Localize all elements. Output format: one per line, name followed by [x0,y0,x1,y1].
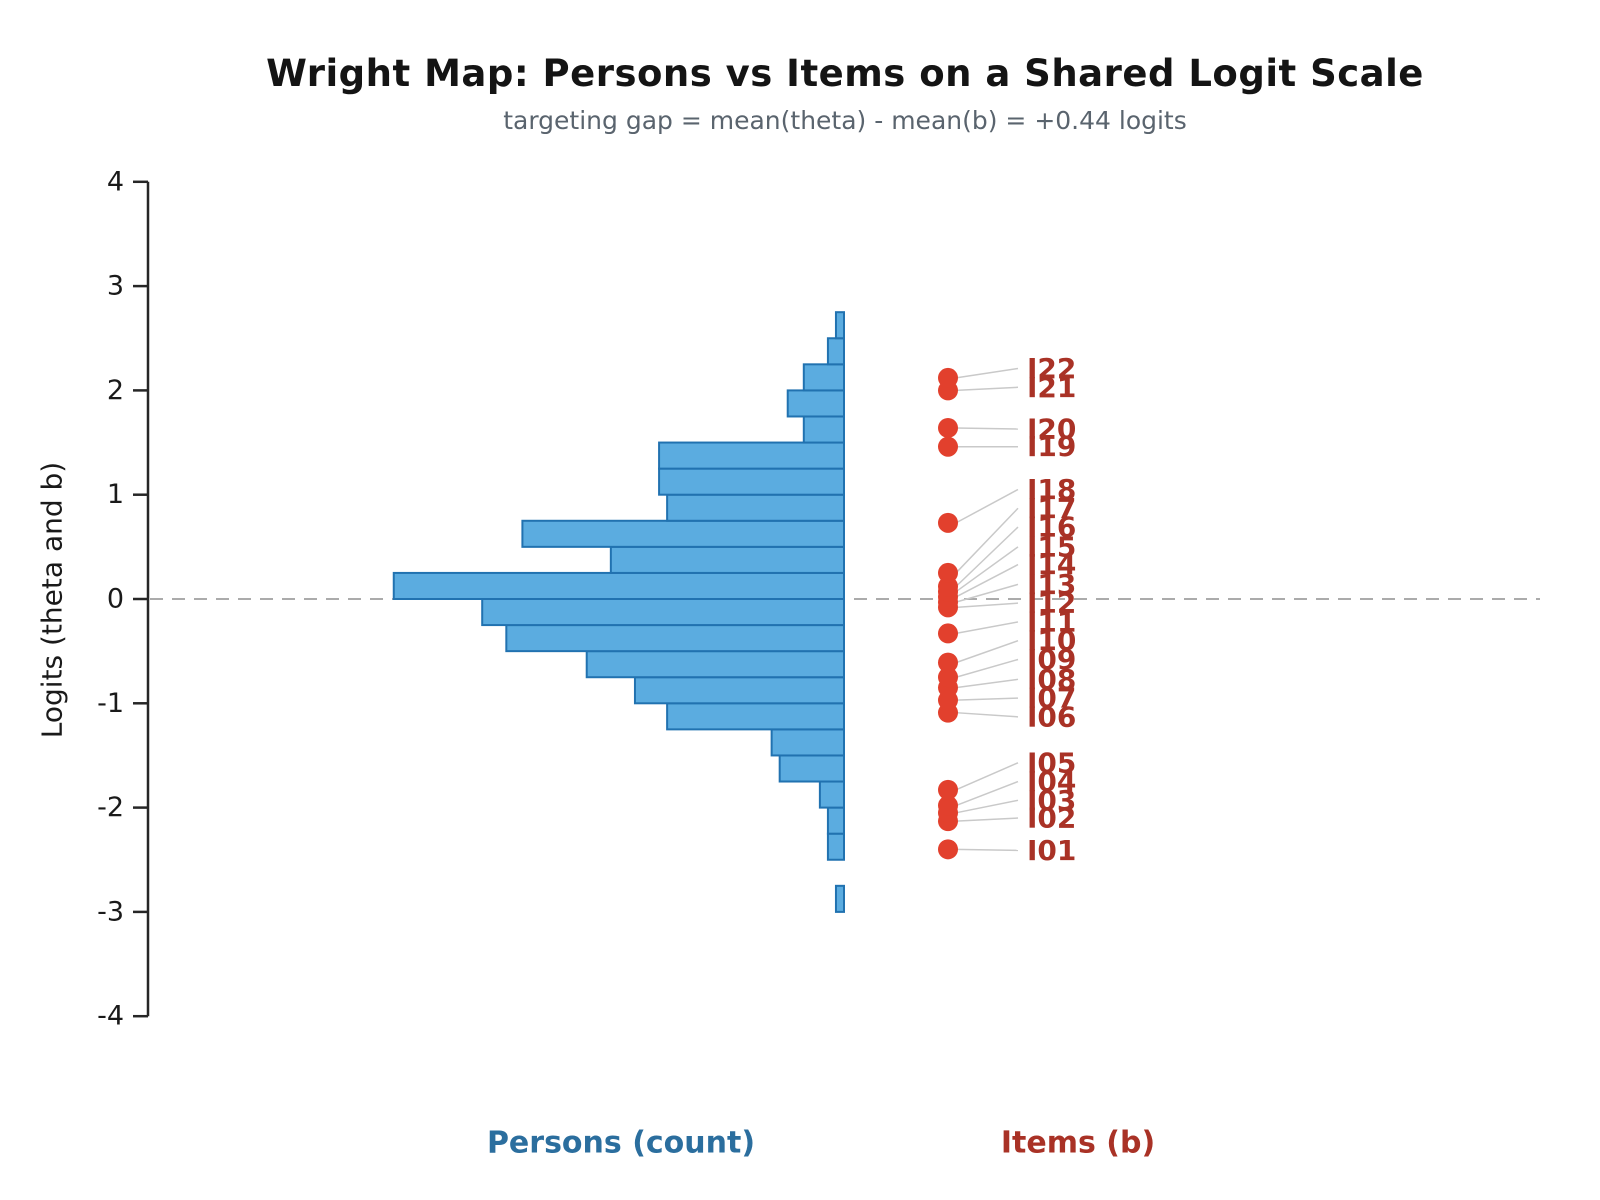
y-axis: 4 3 2 1 0 -1 -2 -3 -4 [97,166,150,1032]
histogram-bar [392,571,845,600]
histogram-bar [834,311,846,340]
item-connector-line [955,427,1019,430]
item-connector-line [955,697,1019,701]
item-label: I17 [1027,492,1076,525]
item-label: I16 [1027,511,1076,544]
histogram-bar [666,702,845,731]
item-label: I10 [1027,624,1076,657]
item-connector-line [955,780,1019,807]
item-label: I02 [1027,802,1076,835]
item-dot [938,839,958,860]
histogram-bar [826,337,845,366]
item-label: I08 [1027,663,1076,696]
item-dot [938,417,958,438]
item-dot [938,512,958,533]
histogram-bar [802,415,845,444]
histogram-bar [778,754,845,783]
item-labels: I01I02I03I04I05I06I07I08I09I10I11I12I13I… [1027,352,1076,867]
item-label: I15 [1027,530,1076,563]
item-label: I19 [1027,430,1076,463]
item-dot [938,436,958,457]
item-connector-line [955,621,1019,635]
axis-tick-label: -2 [97,792,124,823]
axis-tick-label: 0 [107,584,124,615]
items-column-label: Items (b) [1000,1125,1156,1161]
persons-histogram [392,311,846,913]
item-connector-line [955,817,1019,822]
histogram-bar [633,676,846,705]
item-connector-line [955,711,1019,718]
persons-column-label: Persons (count) [486,1125,756,1161]
item-label: I03 [1027,784,1076,817]
item-label: I09 [1027,643,1076,676]
item-label: I01 [1027,834,1076,867]
item-dot [938,623,958,644]
item-label: I20 [1027,412,1076,445]
item-label: I13 [1027,568,1076,601]
item-connector-line [955,507,1019,574]
histogram-bar [826,806,845,835]
item-dots [938,367,958,860]
item-connector-line [955,762,1019,791]
histogram-bar [481,598,845,627]
histogram-bar [585,650,845,679]
item-connector-line [955,658,1019,678]
chart-title: Wright Map: Persons vs Items on a Shared… [266,52,1424,95]
axis-tick-label: 4 [107,166,124,197]
axis-tick-label: -1 [97,688,124,719]
item-dot [938,562,958,583]
item-connector-line [955,602,1019,609]
item-label: I04 [1027,765,1076,798]
histogram-bar [658,467,846,496]
chart-subtitle: targeting gap = mean(theta) - mean(b) = … [503,106,1187,135]
item-label: I22 [1027,352,1076,385]
axis-tick-label: 1 [107,479,124,510]
histogram-bar [666,493,845,522]
item-connector-line [955,526,1019,588]
histogram-bar [770,728,846,757]
item-label: I11 [1027,605,1076,638]
histogram-bar [658,441,846,470]
item-label: I14 [1027,548,1076,581]
item-connector-line [955,678,1019,689]
histogram-bar [834,884,846,913]
item-dot [938,367,958,388]
item-label: I07 [1027,682,1076,715]
item-label: I12 [1027,587,1076,620]
item-dot [938,652,958,673]
item-label: I18 [1027,473,1076,506]
item-connector-line [955,799,1019,814]
item-connector-line [955,386,1019,392]
axis-tick-label: 2 [107,375,124,406]
histogram-bar [505,624,845,653]
item-connector-line [955,848,1019,852]
item-label: I21 [1027,371,1076,404]
histogram-bar [609,545,846,574]
item-connector-line [955,367,1019,379]
item-connector-line [955,563,1019,598]
item-dot [938,779,958,800]
histogram-bar [521,519,846,548]
item-connector-line [955,488,1019,524]
histogram-bar [786,389,845,418]
axis-tick-label: -4 [97,1001,124,1032]
item-connector-line [955,546,1019,593]
item-connector-line [955,583,1019,603]
axis-tick-label: 3 [107,271,124,302]
item-connector-line [955,640,1019,664]
axis-tick-label: -3 [97,896,124,927]
histogram-bar [826,832,845,861]
histogram-bar [818,780,846,809]
histogram-bar [802,363,845,392]
item-label: I06 [1027,700,1076,733]
item-dot [938,795,958,816]
item-dot [938,667,958,688]
item-label: I05 [1027,746,1076,779]
item-connector-lines [955,367,1019,852]
